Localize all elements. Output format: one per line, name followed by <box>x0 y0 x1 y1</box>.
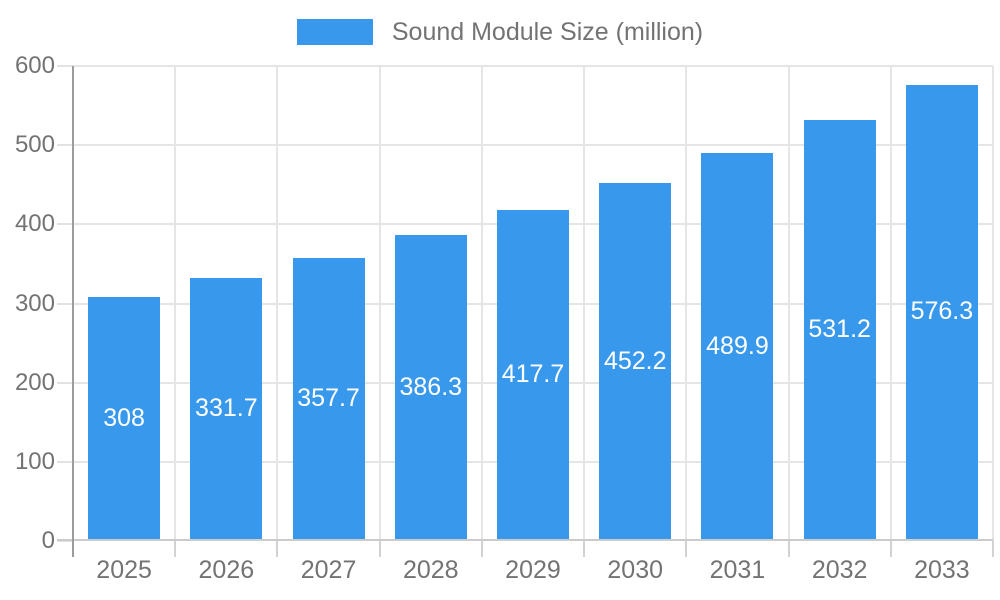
y-tick <box>57 381 73 384</box>
x-tick <box>787 541 790 557</box>
x-tick <box>583 541 586 557</box>
legend-swatch <box>296 19 373 45</box>
x-gridline <box>889 66 892 541</box>
x-gridline <box>685 66 688 541</box>
bar-value-label: 576.3 <box>910 297 974 326</box>
x-axis-tick-label: 2031 <box>709 556 766 584</box>
bar-value-label: 452.2 <box>603 346 667 375</box>
y-tick <box>57 460 73 463</box>
y-axis-tick-label: 200 <box>14 368 55 396</box>
y-tick <box>57 65 73 67</box>
x-tick <box>685 541 688 557</box>
y-axis-tick-label: 100 <box>14 447 55 475</box>
x-gridline <box>174 66 177 541</box>
x-axis-tick-label: 2030 <box>607 556 664 584</box>
bar-2025[interactable]: 308 <box>88 297 161 539</box>
y-axis-tick-label: 0 <box>41 527 55 554</box>
y-axis-tick-label: 300 <box>14 289 55 317</box>
x-axis-tick-label: 2033 <box>914 556 970 584</box>
bar-value-label: 308 <box>103 403 145 432</box>
x-tick <box>276 541 279 557</box>
legend[interactable]: Sound Module Size (million) <box>0 17 1000 47</box>
x-gridline <box>583 66 586 541</box>
bar-2028[interactable]: 386.3 <box>394 235 467 539</box>
y-axis-line <box>72 66 74 557</box>
x-gridline <box>480 66 483 541</box>
y-tick <box>57 223 73 226</box>
plot-area: 308 331.7 357.7 386.3 417.7 452.2 489.9 531.2 57… <box>57 65 994 557</box>
y-gridline <box>73 144 993 147</box>
x-axis-line <box>57 539 993 541</box>
bar-value-label: 357.7 <box>297 383 360 412</box>
x-axis-tick-label: 2025 <box>96 556 152 584</box>
bar-value-label: 489.9 <box>706 331 769 360</box>
y-tick <box>57 540 73 542</box>
y-axis-tick-label: 400 <box>14 210 55 238</box>
x-axis-tick-label: 2027 <box>300 556 357 584</box>
x-axis-tick-label: 2029 <box>505 556 561 584</box>
bar-value-label: 386.3 <box>399 372 463 401</box>
x-tick <box>992 541 994 557</box>
x-axis-tick-label: 2026 <box>198 556 255 584</box>
y-gridline <box>73 65 993 67</box>
bar-value-label: 417.7 <box>501 360 565 389</box>
x-gridline <box>276 66 279 541</box>
y-tick <box>57 144 73 147</box>
x-tick <box>378 541 381 557</box>
bar-2030[interactable]: 452.2 <box>599 183 672 539</box>
legend-label: Sound Module Size (million) <box>391 18 704 46</box>
bar-2027[interactable]: 357.7 <box>292 257 365 539</box>
bar-2032[interactable]: 531.2 <box>803 120 876 539</box>
x-tick <box>480 541 483 557</box>
bar-2031[interactable]: 489.9 <box>701 153 774 539</box>
x-gridline <box>992 66 994 541</box>
y-axis-tick-label: 600 <box>14 52 55 79</box>
y-axis-tick-label: 500 <box>14 131 55 159</box>
bar-2029[interactable]: 417.7 <box>497 210 569 539</box>
x-axis-tick-label: 2032 <box>811 556 868 584</box>
x-gridline <box>787 66 790 541</box>
x-tick <box>174 541 177 557</box>
bar-value-label: 331.7 <box>195 394 258 423</box>
bar-2033[interactable]: 576.3 <box>905 84 978 539</box>
y-tick <box>57 302 73 305</box>
bar-value-label: 531.2 <box>808 315 871 344</box>
y-axis-labels: 0 100 200 300 400 500 600 <box>0 52 55 554</box>
x-axis-tick-label: 2028 <box>402 556 459 584</box>
x-axis-labels: 2025 2026 2027 2028 2029 2030 2031 2032 2033 <box>73 553 993 587</box>
x-tick <box>889 541 892 557</box>
x-gridline <box>378 66 381 541</box>
bar-2026[interactable]: 331.7 <box>190 278 263 539</box>
